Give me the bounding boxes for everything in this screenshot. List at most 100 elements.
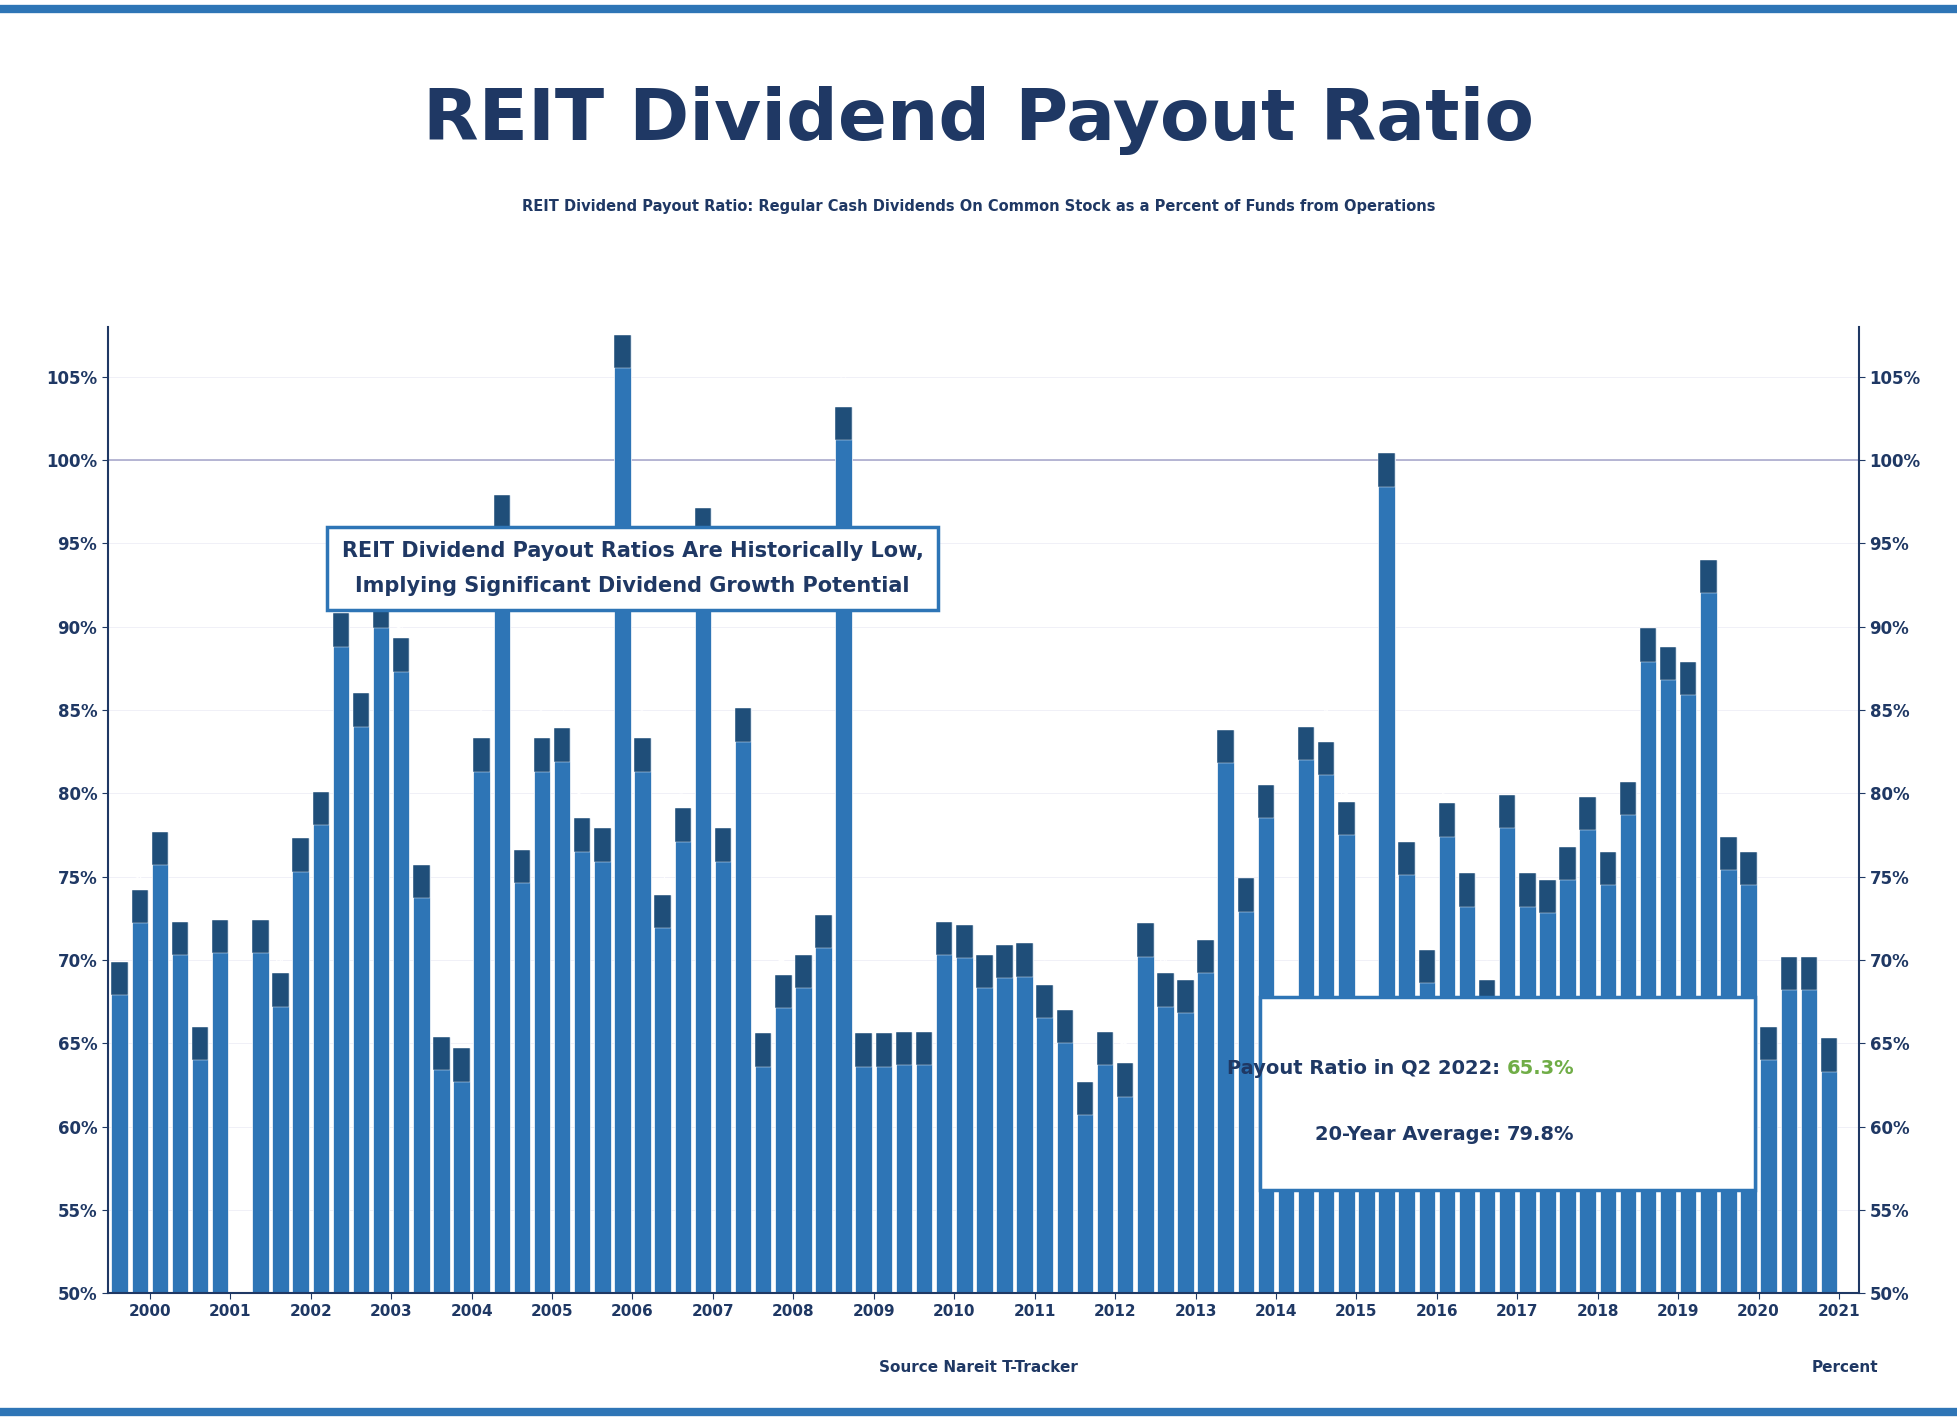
Text: 65.7%: 65.7% (1100, 998, 1110, 1025)
Bar (252, 919, 268, 1293)
Bar (1560, 847, 1575, 880)
Text: 97.1%: 97.1% (699, 475, 706, 502)
Text: 71.2%: 71.2% (1202, 905, 1209, 934)
Text: 73.9%: 73.9% (658, 861, 667, 888)
Bar (493, 495, 511, 1293)
Text: 69.2%: 69.2% (1161, 939, 1170, 966)
Bar (1378, 453, 1395, 1293)
Text: 83.3%: 83.3% (638, 703, 648, 732)
Text: 69.1%: 69.1% (779, 941, 789, 968)
Bar (1258, 784, 1274, 818)
Bar (112, 962, 127, 1293)
Bar (333, 614, 348, 1293)
Bar (1339, 801, 1354, 1293)
Bar (1519, 874, 1536, 907)
Bar (413, 865, 431, 1293)
Bar (1057, 1010, 1072, 1043)
Text: 74.2%: 74.2% (135, 855, 145, 884)
Bar (1237, 878, 1254, 1293)
Bar (393, 638, 409, 1293)
Bar (614, 335, 630, 1293)
Bar (816, 915, 832, 948)
Bar (292, 838, 309, 871)
Text: 79.1%: 79.1% (679, 774, 687, 801)
Bar (1419, 949, 1434, 1293)
FancyBboxPatch shape (1260, 996, 1755, 1189)
Text: 70.9%: 70.9% (1000, 911, 1010, 938)
Bar (1679, 662, 1697, 1293)
Text: 68.8%: 68.8% (1180, 945, 1190, 973)
Bar (1479, 980, 1495, 1293)
Text: 88.8%: 88.8% (1663, 612, 1673, 639)
Text: 66.3%: 66.3% (1362, 988, 1372, 1015)
Bar (1157, 973, 1174, 1293)
Text: 67.0%: 67.0% (1061, 976, 1069, 1003)
Bar (1720, 837, 1736, 1293)
Bar (977, 955, 992, 1293)
Bar (153, 831, 168, 865)
Bar (1258, 784, 1274, 1293)
Bar (454, 1049, 470, 1081)
Text: 70.2%: 70.2% (1785, 922, 1793, 949)
Text: 83.3%: 83.3% (538, 703, 546, 732)
Text: 107.5%: 107.5% (618, 296, 626, 328)
Bar (795, 955, 812, 988)
Bar (654, 895, 671, 928)
Bar (1278, 1016, 1294, 1293)
Text: 70.3%: 70.3% (980, 921, 988, 948)
Text: 65.7%: 65.7% (920, 998, 928, 1025)
Bar (695, 509, 710, 541)
Text: 80.1%: 80.1% (317, 757, 325, 784)
Bar (1317, 742, 1335, 1293)
Bar (534, 739, 550, 772)
Bar (1720, 837, 1736, 870)
Bar (333, 614, 348, 647)
Bar (1438, 803, 1456, 837)
Text: 65.6%: 65.6% (759, 999, 767, 1026)
Bar (1579, 797, 1595, 830)
Bar (1217, 730, 1235, 763)
Bar (695, 509, 710, 1293)
Text: 100.4%: 100.4% (1382, 414, 1391, 446)
Bar (875, 1033, 892, 1293)
Text: 72.2%: 72.2% (1141, 888, 1151, 917)
Bar (1660, 647, 1677, 1293)
Bar (493, 495, 511, 529)
Bar (432, 1036, 450, 1293)
Bar (1399, 841, 1415, 1293)
Bar (916, 1032, 932, 1064)
Bar (1037, 985, 1053, 1293)
Bar (1117, 1063, 1133, 1097)
Bar (614, 335, 630, 368)
Text: 89.9%: 89.9% (1644, 594, 1652, 622)
Text: 77.4%: 77.4% (1724, 803, 1734, 830)
Bar (1479, 980, 1495, 1013)
Bar (1761, 1026, 1777, 1293)
Bar (513, 850, 530, 884)
Text: Source Nareit T-Tracker: Source Nareit T-Tracker (879, 1360, 1078, 1374)
Bar (896, 1032, 912, 1293)
Text: 94.0%: 94.0% (1705, 526, 1712, 553)
Bar (1679, 662, 1697, 695)
Text: 85.1%: 85.1% (738, 674, 748, 702)
Text: 76.5%: 76.5% (1744, 817, 1753, 845)
Text: 65.4%: 65.4% (436, 1002, 446, 1030)
Text: 66.0%: 66.0% (1763, 992, 1773, 1020)
Text: 71.0%: 71.0% (1020, 909, 1029, 936)
Text: 83.3%: 83.3% (478, 703, 485, 732)
Bar (252, 919, 268, 953)
Bar (172, 922, 188, 1293)
Bar (192, 1026, 207, 1060)
Bar (935, 922, 953, 1293)
Text: 83.9%: 83.9% (558, 693, 568, 722)
Text: 72.4%: 72.4% (215, 885, 225, 914)
Bar (1781, 956, 1797, 990)
Text: REIT Dividend Payout Ratios Are Historically Low,
Implying Significant Dividend : REIT Dividend Payout Ratios Are Historic… (342, 541, 924, 595)
Bar (916, 1032, 932, 1293)
Bar (172, 922, 188, 955)
Text: 77.7%: 77.7% (155, 797, 164, 826)
Bar (996, 945, 1014, 1293)
Text: 72.1%: 72.1% (959, 891, 969, 918)
Bar (634, 739, 652, 1293)
Bar (1198, 939, 1213, 973)
